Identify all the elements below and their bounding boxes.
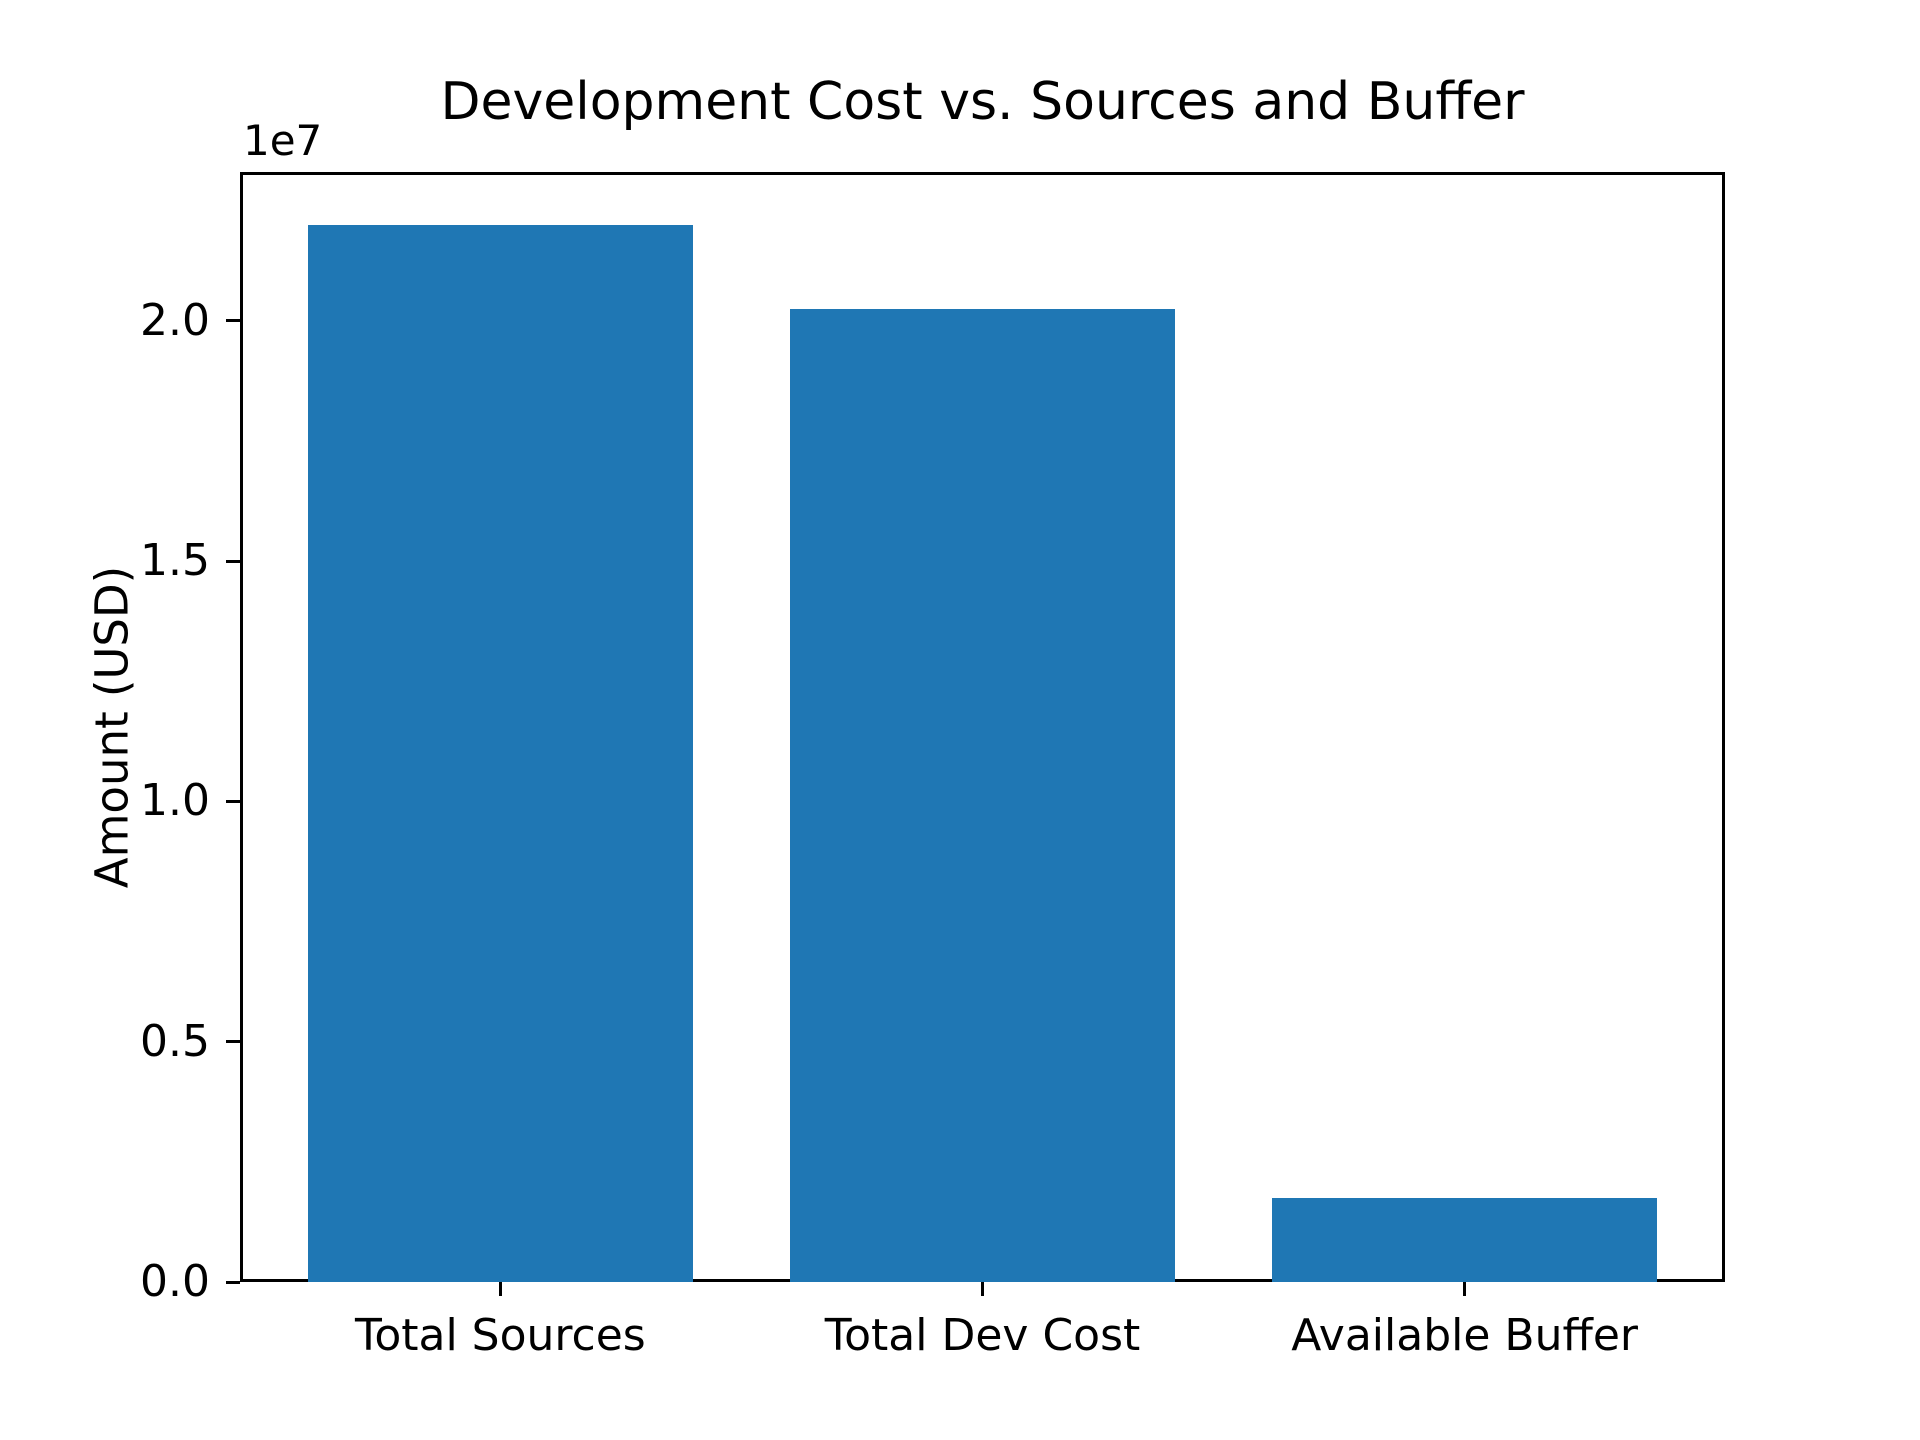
bar-total-dev-cost xyxy=(789,308,1176,1282)
y-axis-offset-multiplier: 1e7 xyxy=(243,116,323,165)
y-tick-label: 0.0 xyxy=(140,1256,210,1307)
x-tick-label-total-dev-cost: Total Dev Cost xyxy=(824,1310,1141,1361)
x-tick-label-total-sources: Total Sources xyxy=(354,1310,646,1361)
x-tick-mark xyxy=(498,1282,502,1296)
y-tick-mark xyxy=(226,1040,240,1044)
chart-title: Development Cost vs. Sources and Buffer xyxy=(440,72,1525,132)
bar-available-buffer xyxy=(1271,1197,1658,1282)
x-tick-mark xyxy=(1463,1282,1467,1296)
y-tick-label: 0.5 xyxy=(140,1015,210,1067)
y-tick-label: 2.0 xyxy=(140,294,210,346)
y-tick-mark xyxy=(226,1280,240,1284)
x-tick-mark xyxy=(981,1282,984,1296)
x-tick-label-available-buffer: Available Buffer xyxy=(1291,1310,1638,1361)
bar-total-sources xyxy=(307,224,694,1282)
y-tick-mark xyxy=(226,559,240,563)
y-axis-label: Amount (USD) xyxy=(85,565,139,889)
y-tick-mark xyxy=(226,319,240,323)
y-tick-mark xyxy=(226,799,240,803)
y-tick-label: 1.5 xyxy=(140,535,210,587)
y-tick-label: 1.0 xyxy=(140,775,210,827)
